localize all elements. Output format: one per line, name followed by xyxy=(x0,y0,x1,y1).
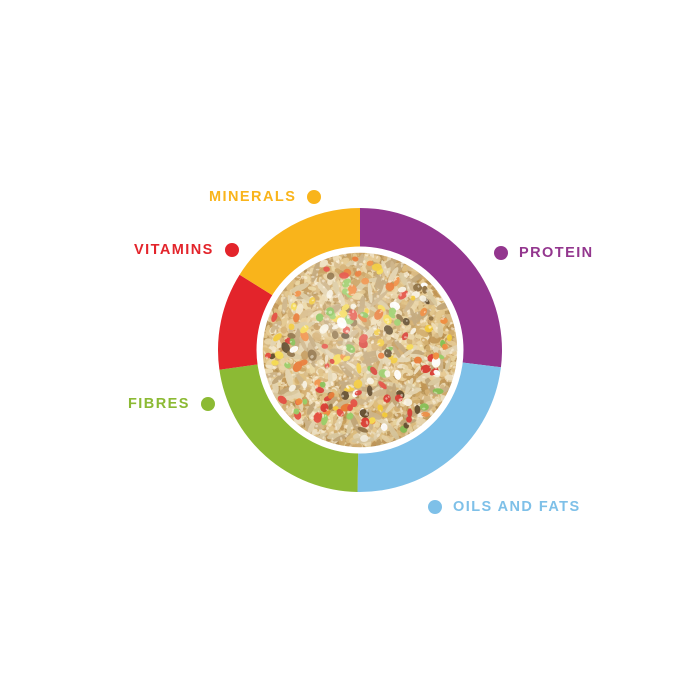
legend-item-oils-and-fats[interactable]: OILS AND FATS xyxy=(428,500,581,515)
legend-item-fibres[interactable]: FIBRES xyxy=(128,397,215,412)
seed-mix-photo xyxy=(262,252,458,448)
legend-label-vitamins: VITAMINS xyxy=(134,242,214,258)
donut-segment-protein[interactable] xyxy=(360,208,502,368)
donut-segment-vitamins[interactable] xyxy=(217,274,273,370)
legend-dot-fibres xyxy=(200,397,215,412)
donut-ring xyxy=(217,208,502,492)
legend-item-vitamins[interactable]: VITAMINS xyxy=(134,243,239,258)
legend-item-minerals[interactable]: MINERALS xyxy=(209,189,322,205)
photo-edge xyxy=(261,251,459,449)
legend-label-fibres: FIBRES xyxy=(128,396,190,412)
legend-dot-vitamins xyxy=(224,243,239,258)
donut-segment-fibres[interactable] xyxy=(219,364,359,492)
donut-segment-minerals[interactable] xyxy=(239,208,360,296)
legend-dot-oils-and-fats xyxy=(428,500,442,515)
legend-label-minerals: MINERALS xyxy=(209,189,297,205)
inner-white-ring xyxy=(256,246,464,454)
legend-label-oils-and-fats: OILS AND FATS xyxy=(453,499,581,515)
legend-dot-minerals xyxy=(307,190,322,205)
legend-item-protein[interactable]: PROTEIN xyxy=(494,246,594,261)
legend-dot-protein xyxy=(494,246,508,261)
donut-segment-oils-and-fats[interactable] xyxy=(357,362,501,492)
legend-label-protein: PROTEIN xyxy=(519,245,594,261)
